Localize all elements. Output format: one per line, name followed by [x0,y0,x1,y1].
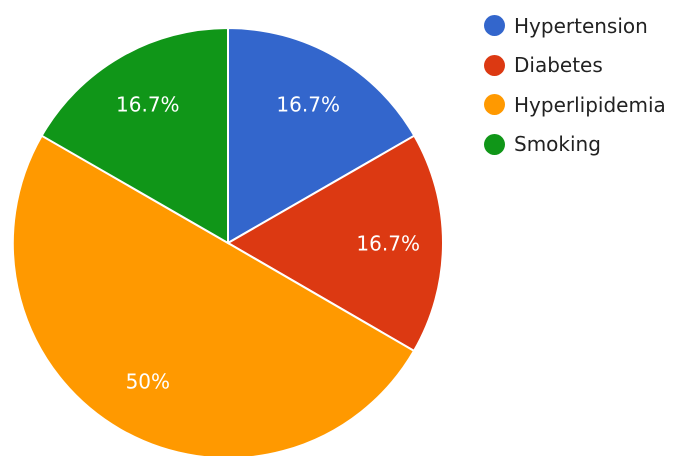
legend-swatch-hyperlipidemia [484,94,505,116]
slice-label-hypertension: 16.7% [276,92,340,116]
chart-legend: Hypertension Diabetes Hyperlipidemia Smo… [484,6,666,164]
slice-label-diabetes: 16.7% [356,231,420,255]
pie-slice-hypertension[interactable] [227,26,416,245]
slice-label-hyperlipidemia: 50% [126,370,170,394]
slice-label-smoking: 16.7% [116,92,180,116]
pie-slice-smoking[interactable] [40,26,229,245]
pie-slice-hyperlipidemia[interactable] [11,134,416,460]
legend-label-diabetes: Diabetes [514,53,603,78]
pie-slice-labels: 16.7% 16.7% 50% 16.7% [116,92,420,393]
legend-item-hypertension[interactable]: Hypertension [484,6,666,46]
legend-item-diabetes[interactable]: Diabetes [484,46,666,86]
legend-label-smoking: Smoking [514,132,601,157]
legend-label-hypertension: Hypertension [514,13,648,38]
legend-swatch-diabetes [484,54,505,76]
legend-item-hyperlipidemia[interactable]: Hyperlipidemia [484,85,666,125]
pie-slice-diabetes[interactable] [226,134,444,353]
legend-item-smoking[interactable]: Smoking [484,125,666,165]
pie-slices [11,26,444,460]
legend-label-hyperlipidemia: Hyperlipidemia [514,92,666,117]
legend-swatch-hypertension [484,15,505,37]
legend-swatch-smoking [484,133,505,155]
